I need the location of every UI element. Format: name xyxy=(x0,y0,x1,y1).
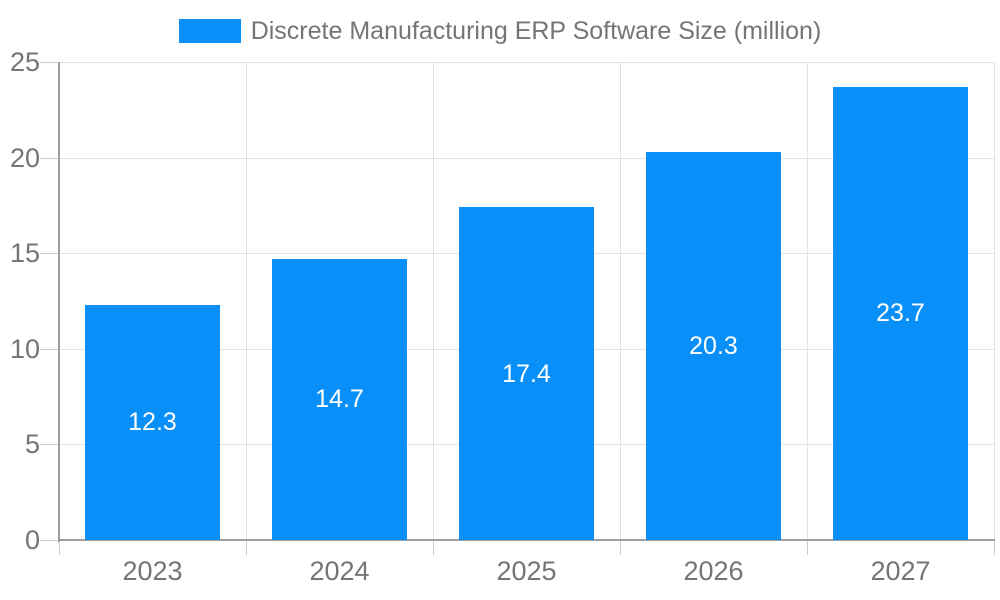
x-tick xyxy=(807,540,808,555)
bar xyxy=(272,258,407,540)
y-tick xyxy=(40,348,59,350)
bar-value-label: 12.3 xyxy=(128,408,177,437)
y-axis-tick-label: 5 xyxy=(24,429,40,460)
x-tick xyxy=(620,540,621,555)
bar-value-label: 20.3 xyxy=(689,331,738,360)
x-tick xyxy=(59,540,60,555)
y-tick xyxy=(40,540,59,541)
y-tick xyxy=(40,444,59,446)
x-axis-category-label: 2026 xyxy=(683,556,744,586)
x-tick xyxy=(994,540,995,555)
x-gridline xyxy=(246,62,247,540)
y-axis-tick-label: 0 xyxy=(24,525,40,555)
legend-swatch xyxy=(178,19,241,43)
y-tick xyxy=(40,157,59,159)
x-gridline xyxy=(620,62,621,540)
x-axis-category-label: 2023 xyxy=(122,556,183,586)
x-tick xyxy=(246,540,247,555)
x-gridline xyxy=(433,62,434,540)
x-tick xyxy=(433,540,434,555)
bar xyxy=(833,86,968,540)
bar xyxy=(459,207,594,540)
bar-value-label: 23.7 xyxy=(876,299,925,328)
y-gridline xyxy=(59,157,994,159)
x-axis-category-label: 2027 xyxy=(870,556,931,586)
bar xyxy=(646,151,781,540)
y-axis-tick-label: 20 xyxy=(9,142,40,173)
legend-label: Discrete Manufacturing ERP Software Size… xyxy=(250,17,822,45)
y-axis-line xyxy=(58,62,60,542)
x-gridline xyxy=(994,62,995,540)
y-tick xyxy=(40,62,59,63)
bar-value-label: 17.4 xyxy=(502,359,551,388)
bar xyxy=(85,304,220,540)
y-gridline xyxy=(59,62,994,63)
x-axis-category-label: 2025 xyxy=(496,556,557,586)
y-axis-tick-label: 15 xyxy=(9,238,40,269)
y-axis-tick-label: 10 xyxy=(9,333,40,364)
y-axis-tick-label: 25 xyxy=(9,47,40,77)
x-axis-line xyxy=(58,539,995,541)
bar-value-label: 14.7 xyxy=(315,385,364,414)
y-tick xyxy=(40,253,59,255)
x-axis-category-label: 2024 xyxy=(309,556,370,586)
legend: Discrete Manufacturing ERP Software Size… xyxy=(0,17,1000,45)
x-gridline xyxy=(807,62,808,540)
